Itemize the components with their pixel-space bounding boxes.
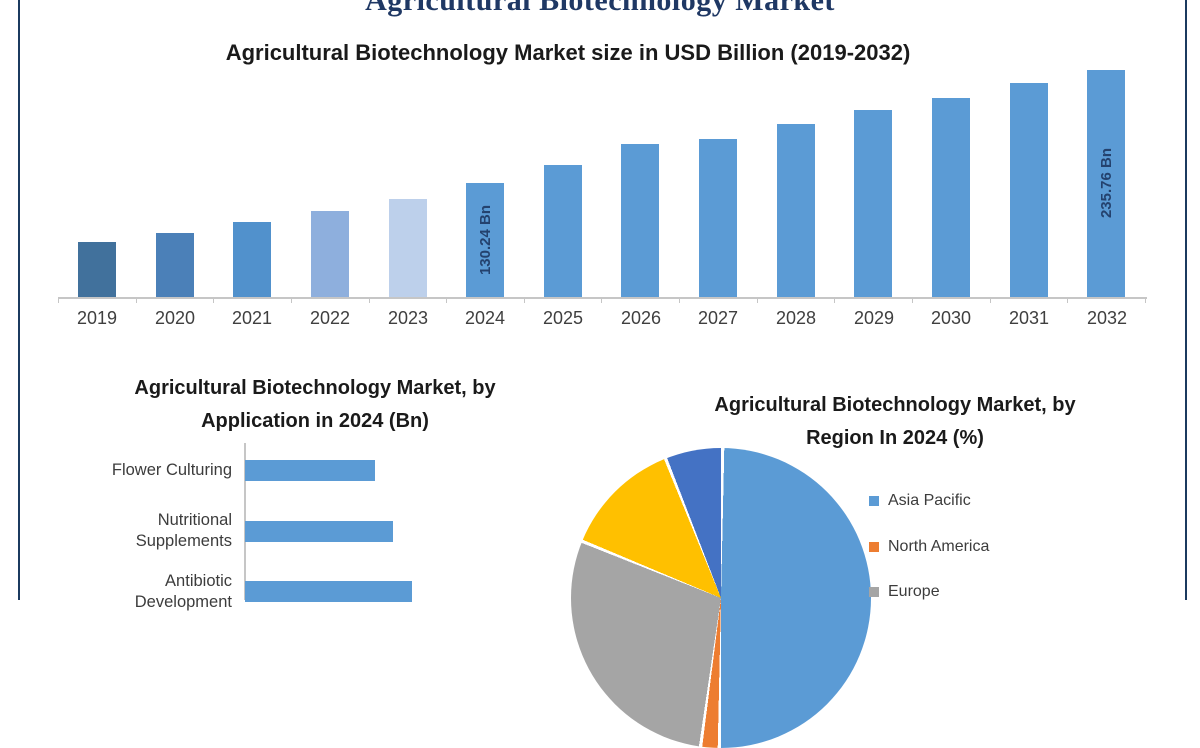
category-label-line: Development bbox=[134, 593, 232, 611]
x-axis-tick bbox=[990, 299, 991, 303]
bar-nutritional-supplements bbox=[245, 521, 393, 542]
x-axis-tick bbox=[679, 299, 680, 303]
year-label-2026: 2026 bbox=[620, 308, 662, 328]
legend-label: North America bbox=[888, 538, 990, 555]
application-chart-title-line1: Agricultural Biotechnology Market, by bbox=[134, 377, 496, 399]
x-axis-line bbox=[58, 297, 1147, 299]
year-label-2023: 2023 bbox=[387, 308, 429, 328]
legend-swatch-icon bbox=[869, 496, 879, 506]
bar-2021 bbox=[233, 222, 271, 297]
bar-2031 bbox=[1010, 83, 1048, 297]
bar-2028 bbox=[777, 124, 815, 297]
year-label-2028: 2028 bbox=[775, 308, 817, 328]
legend-item-europe: Europe bbox=[869, 583, 940, 601]
legend-swatch-icon bbox=[869, 542, 879, 552]
x-axis-tick bbox=[58, 299, 59, 303]
legend-label: Asia Pacific bbox=[888, 492, 971, 509]
year-label-2019: 2019 bbox=[76, 308, 118, 328]
x-axis-tick bbox=[291, 299, 292, 303]
bar-2020 bbox=[156, 233, 194, 297]
year-label-2022: 2022 bbox=[309, 308, 351, 328]
region-chart-title-line2: Region In 2024 (%) bbox=[806, 427, 984, 449]
bar-2024 bbox=[466, 183, 504, 297]
bar-value-2032: 235.76 Bn bbox=[1096, 70, 1116, 297]
category-label-line: Flower Culturing bbox=[111, 461, 232, 479]
application-chart-title: Agricultural Biotechnology Market, by Ap… bbox=[0, 372, 630, 438]
bar-2027 bbox=[699, 139, 737, 297]
x-axis-tick bbox=[213, 299, 214, 303]
year-label-2021: 2021 bbox=[231, 308, 273, 328]
region-chart-title: Agricultural Biotechnology Market, by Re… bbox=[600, 389, 1190, 455]
bar-value-text-2032: 235.76 Bn bbox=[1097, 148, 1115, 219]
bar-2026 bbox=[621, 144, 659, 297]
year-label-2031: 2031 bbox=[1008, 308, 1050, 328]
frame-left-border bbox=[18, 0, 20, 600]
legend-swatch-icon bbox=[869, 587, 879, 597]
bar-2022 bbox=[311, 211, 349, 297]
x-axis-tick bbox=[601, 299, 602, 303]
x-axis-tick bbox=[757, 299, 758, 303]
bar-2029 bbox=[854, 110, 892, 297]
bar-2023 bbox=[389, 199, 427, 297]
bar-2025 bbox=[544, 165, 582, 297]
bar-value-text-2024: 130.24 Bn bbox=[476, 204, 494, 276]
x-axis-tick bbox=[1067, 299, 1068, 303]
frame-right-border bbox=[1185, 0, 1187, 600]
legend-item-north-america: North America bbox=[869, 538, 989, 556]
page-title: Agricultural Biotechnology Market bbox=[365, 0, 835, 17]
category-label-nutritional-supplements: Nutritional Supplements bbox=[20, 510, 232, 552]
category-label-line: Antibiotic bbox=[165, 572, 232, 590]
year-label-2020: 2020 bbox=[154, 308, 196, 328]
region-pie bbox=[571, 448, 871, 748]
x-axis-tick bbox=[369, 299, 370, 303]
bar-antibiotic-development bbox=[245, 581, 412, 602]
category-label-line: Nutritional bbox=[157, 511, 232, 529]
market-size-chart-title: Agricultural Biotechnology Market size i… bbox=[225, 40, 911, 65]
region-chart-title-line1: Agricultural Biotechnology Market, by bbox=[714, 394, 1076, 416]
x-axis-tick bbox=[1145, 299, 1146, 303]
category-label-flower-culturing: Flower Culturing bbox=[20, 460, 232, 481]
legend-label: Europe bbox=[888, 583, 940, 600]
year-label-2029: 2029 bbox=[853, 308, 895, 328]
year-label-2025: 2025 bbox=[542, 308, 584, 328]
year-label-2030: 2030 bbox=[930, 308, 972, 328]
x-axis-tick bbox=[446, 299, 447, 303]
x-axis-tick bbox=[834, 299, 835, 303]
bar-flower-culturing bbox=[245, 460, 375, 481]
year-label-2027: 2027 bbox=[697, 308, 739, 328]
bar-2032 bbox=[1087, 70, 1125, 297]
x-axis-tick bbox=[136, 299, 137, 303]
application-chart-title-line2: Application in 2024 (Bn) bbox=[201, 410, 429, 432]
bar-value-2024: 130.24 Bn bbox=[475, 183, 495, 297]
category-label-antibiotic-development: Antibiotic Development bbox=[20, 571, 232, 613]
year-label-2024: 2024 bbox=[464, 308, 506, 328]
category-label-line: Supplements bbox=[135, 532, 232, 550]
bar-2019 bbox=[78, 242, 116, 297]
x-axis-tick bbox=[524, 299, 525, 303]
x-axis-tick bbox=[912, 299, 913, 303]
bar-2030 bbox=[932, 98, 970, 297]
year-label-2032: 2032 bbox=[1086, 308, 1128, 328]
legend-item-asia-pacific: Asia Pacific bbox=[869, 492, 971, 510]
